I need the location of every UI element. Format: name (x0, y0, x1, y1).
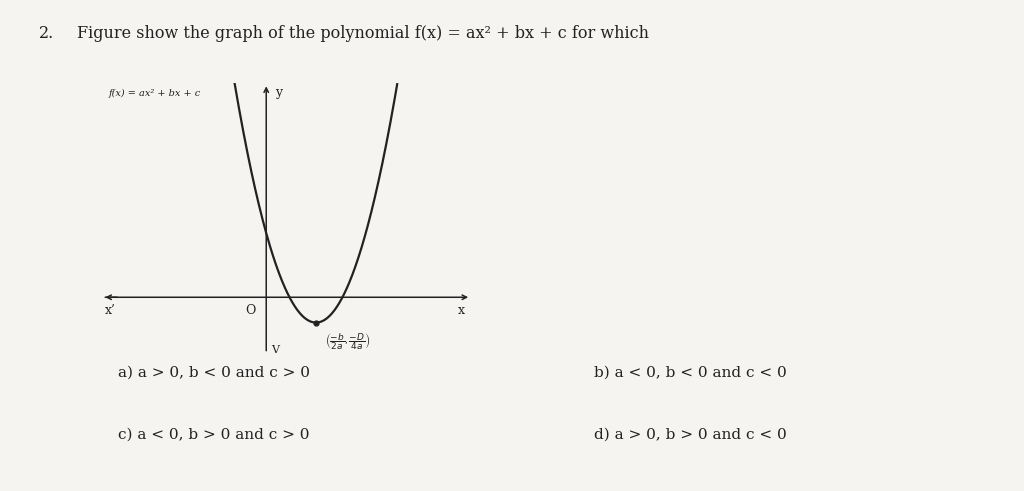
Text: d) a > 0, b > 0 and c < 0: d) a > 0, b > 0 and c < 0 (594, 427, 786, 441)
Text: 2.: 2. (39, 25, 54, 42)
Text: $\left(\dfrac{-b}{2a},\dfrac{-D}{4a}\right)$: $\left(\dfrac{-b}{2a},\dfrac{-D}{4a}\rig… (325, 331, 371, 352)
Text: c) a < 0, b > 0 and c > 0: c) a < 0, b > 0 and c > 0 (118, 427, 309, 441)
Text: x’: x’ (105, 304, 116, 317)
Text: O: O (246, 304, 256, 317)
Text: f(x) = ax² + bx + c: f(x) = ax² + bx + c (109, 89, 201, 98)
Text: b) a < 0, b < 0 and c < 0: b) a < 0, b < 0 and c < 0 (594, 366, 786, 380)
Text: y: y (275, 86, 283, 99)
Text: x: x (458, 304, 465, 317)
Text: a) a > 0, b < 0 and c > 0: a) a > 0, b < 0 and c > 0 (118, 366, 309, 380)
Text: Figure show the graph of the polynomial f(x) = ax² + bx + c for which: Figure show the graph of the polynomial … (77, 25, 649, 42)
Text: V: V (271, 345, 279, 355)
